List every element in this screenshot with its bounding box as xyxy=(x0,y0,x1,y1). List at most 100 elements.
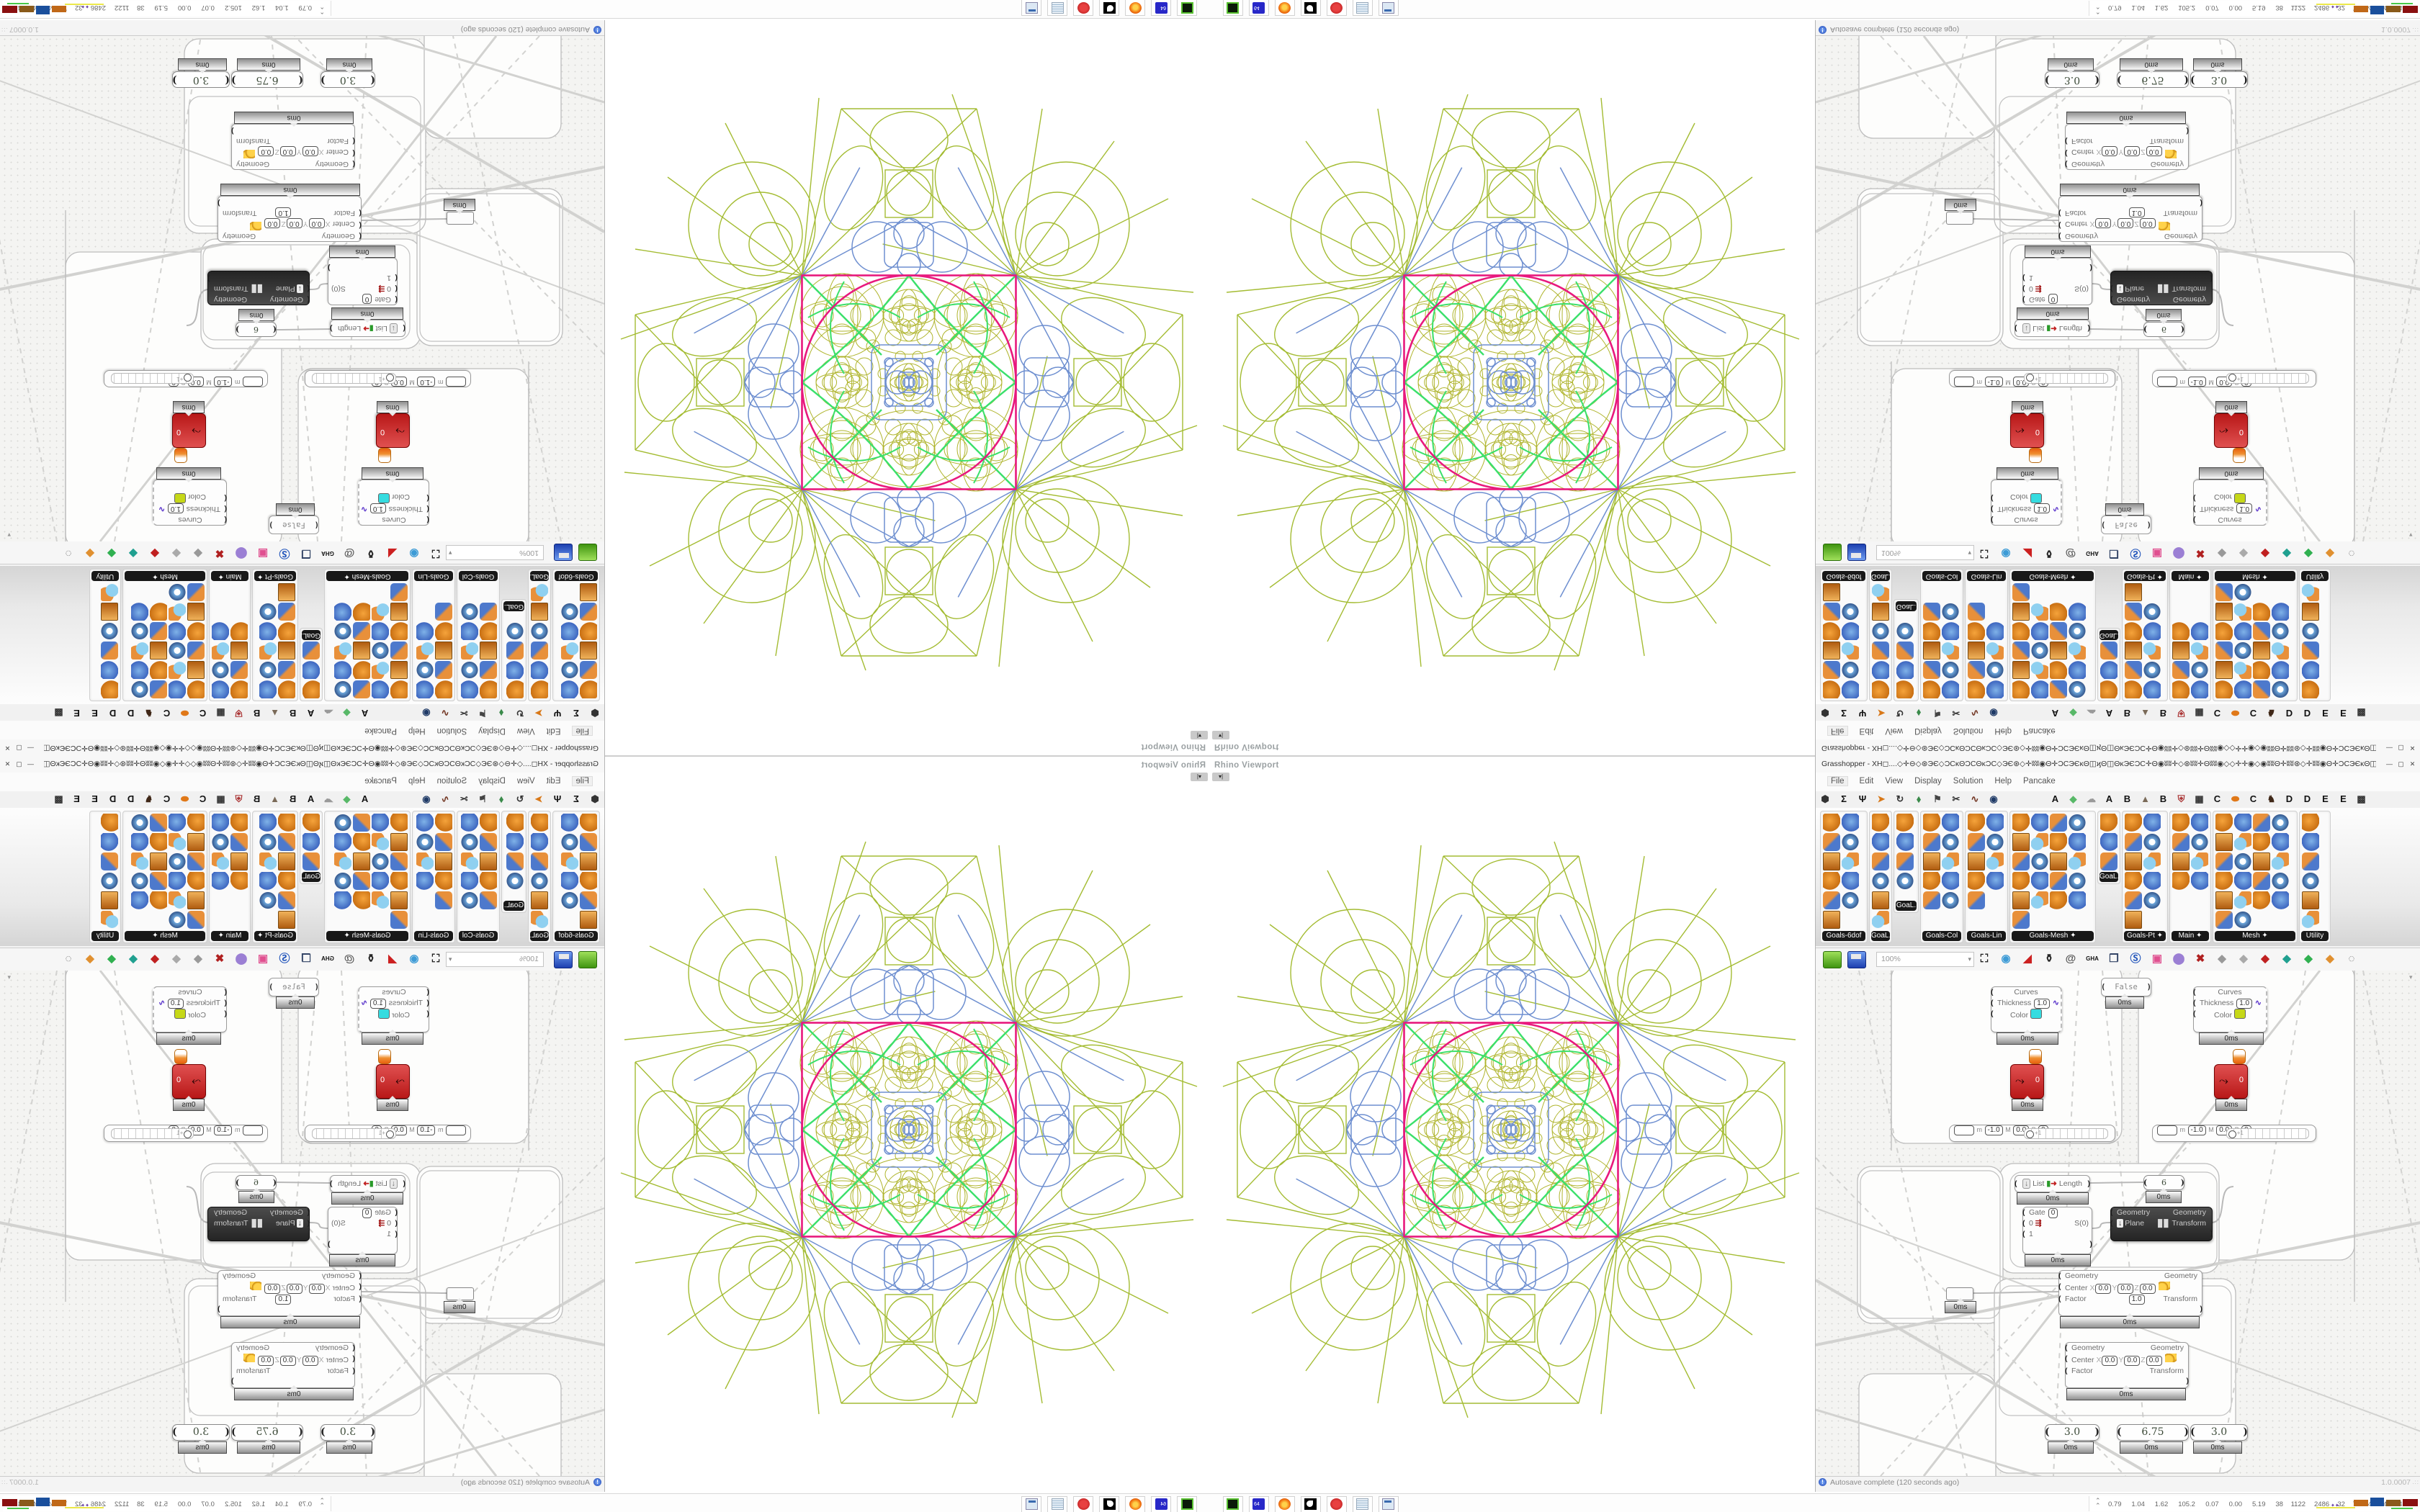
maximize-button[interactable]: ▢ xyxy=(16,760,22,768)
component-icon[interactable] xyxy=(531,891,548,909)
component-icon[interactable] xyxy=(461,661,478,679)
component-icon[interactable] xyxy=(278,872,295,890)
boolean-toggle[interactable]: False xyxy=(2101,978,2151,996)
component-icon[interactable] xyxy=(372,814,389,832)
component-icon[interactable] xyxy=(580,852,597,870)
panel-caption[interactable]: Mesh ✦ xyxy=(125,571,205,581)
component-icon[interactable] xyxy=(278,891,295,909)
component-icon[interactable] xyxy=(531,911,548,929)
plugin-tab[interactable]: C xyxy=(199,708,207,719)
resize-grip[interactable]: .:: xyxy=(1,1479,8,1485)
component-icon[interactable] xyxy=(2050,603,2067,621)
component-icon[interactable] xyxy=(2234,661,2251,679)
plugin-tab[interactable]: C xyxy=(2213,793,2221,804)
component-icon[interactable] xyxy=(2191,852,2208,870)
component-icon[interactable] xyxy=(480,852,497,870)
scale-component[interactable]: GeometryGeometryCenter X0.0Y0.0Z0.0 Fact… xyxy=(2058,196,2202,242)
panel-caption[interactable]: Utility xyxy=(2301,571,2329,581)
firefox-app-button[interactable] xyxy=(1275,0,1295,16)
panel-caption[interactable]: Goals-6dof xyxy=(555,571,598,581)
slider-settings[interactable]: m -1.0 M 0.0 P 0+1 xyxy=(1949,1125,2115,1142)
component-icon[interactable] xyxy=(2031,622,2048,640)
component-icon[interactable] xyxy=(353,891,370,909)
component-icon[interactable] xyxy=(372,852,389,870)
preview-component[interactable]: CurvesThickness 1.0 ∿Color xyxy=(358,986,429,1032)
toolbar-icon[interactable]: @ xyxy=(344,547,355,559)
component-icon[interactable] xyxy=(169,891,186,909)
component-icon[interactable] xyxy=(580,872,597,890)
component-icon[interactable] xyxy=(1842,661,1859,679)
plugin-tab[interactable]: E xyxy=(73,708,80,719)
toolbar-icon[interactable]: ❐ xyxy=(2109,953,2119,965)
menu-item-help[interactable]: Help xyxy=(408,726,426,735)
plugin-tab[interactable]: C xyxy=(163,793,171,804)
panel-caption[interactable]: Utility xyxy=(2301,931,2329,941)
component-icon[interactable] xyxy=(2302,833,2319,851)
floppy64-app-button[interactable] xyxy=(1151,1496,1171,1512)
toolbar-icon[interactable]: ◆ xyxy=(129,953,138,965)
toolbar-icon[interactable]: ◢ xyxy=(2023,547,2032,559)
component-icon[interactable] xyxy=(416,814,434,832)
plugin-tab[interactable]: ▲ xyxy=(2141,793,2150,804)
toolbar-icon[interactable]: ◆ xyxy=(2218,953,2226,965)
panel-caption[interactable]: GoaL. xyxy=(2099,872,2118,882)
component-icon[interactable] xyxy=(2069,603,2086,621)
error-component[interactable]: ⤳ 0 xyxy=(2214,1064,2248,1099)
component-icon[interactable] xyxy=(2253,661,2270,679)
component-icon[interactable] xyxy=(230,852,248,870)
red-gear-app-button[interactable] xyxy=(1073,1496,1093,1512)
component-icon[interactable] xyxy=(506,833,524,851)
component-icon[interactable] xyxy=(150,833,167,851)
preview-component[interactable]: CurvesThickness 1.0 ∿Color xyxy=(153,986,227,1032)
component-icon[interactable] xyxy=(2215,852,2233,870)
component-icon[interactable] xyxy=(2234,622,2251,640)
component-icon[interactable] xyxy=(1968,814,1985,832)
component-icon[interactable] xyxy=(131,833,148,851)
component-icon[interactable] xyxy=(2050,814,2067,832)
plugin-tab[interactable]: D xyxy=(109,708,117,719)
panel-caption[interactable]: Utility xyxy=(91,571,119,581)
component-icon[interactable] xyxy=(2172,872,2190,890)
component-icon[interactable] xyxy=(2253,814,2270,832)
component-icon[interactable] xyxy=(506,680,524,698)
plugin-tab[interactable]: ⛨ xyxy=(2177,708,2185,719)
panel-caption[interactable]: Goals-Pt ✦ xyxy=(254,931,296,941)
component-icon[interactable] xyxy=(212,872,229,890)
menu-item-file[interactable]: File xyxy=(572,776,593,786)
category-tab-icon[interactable]: ↻ xyxy=(516,708,524,719)
rhino-viewport[interactable]: Rhino Viewport ▾| xyxy=(605,19,1210,756)
slider-settings[interactable]: m -1.0 M 0.0 P 0+1 xyxy=(305,1125,471,1142)
component-icon[interactable] xyxy=(259,852,277,870)
menu-item-file[interactable]: File xyxy=(572,726,593,736)
component-icon[interactable] xyxy=(2012,872,2030,890)
panel-caption[interactable]: Goals-6dof xyxy=(1822,931,1865,941)
toolbar-icon[interactable]: ◌ xyxy=(65,953,72,965)
plugin-tab[interactable]: A xyxy=(2105,793,2113,804)
error-component[interactable]: ⤳ 0 xyxy=(2214,413,2248,448)
component-icon[interactable] xyxy=(372,833,389,851)
component-icon[interactable] xyxy=(169,872,186,890)
rhino-viewport[interactable]: Rhino Viewport ▾| xyxy=(605,756,1210,1493)
component-icon[interactable] xyxy=(2069,622,2086,640)
menu-item-solution[interactable]: Solution xyxy=(1953,726,1984,735)
component-icon[interactable] xyxy=(2302,891,2319,909)
component-icon[interactable] xyxy=(531,642,548,660)
toolbar-icon[interactable]: ◆ xyxy=(2282,953,2291,965)
toolbar-icon[interactable]: ◆ xyxy=(151,953,159,965)
zoom-dropdown[interactable]: 100% xyxy=(1876,952,1974,967)
panel-caption[interactable]: GoaL. xyxy=(503,601,524,611)
component-icon[interactable] xyxy=(1986,642,2004,660)
toolbar-icon[interactable]: ✖ xyxy=(215,547,225,559)
component-icon[interactable] xyxy=(278,583,295,601)
category-tab-icon[interactable]: ⬢ xyxy=(591,793,599,804)
panel-caption[interactable]: GoaL. xyxy=(302,872,321,882)
plugin-tab[interactable]: A xyxy=(307,793,315,804)
toolbar-icon[interactable]: ⚱ xyxy=(2044,953,2054,965)
component-icon[interactable] xyxy=(353,603,370,621)
toolbar-icon[interactable]: ◆ xyxy=(194,547,202,559)
toolbar-icon[interactable]: ◆ xyxy=(107,547,116,559)
component-icon[interactable] xyxy=(101,891,118,909)
rhino-viewport[interactable]: Rhino Viewport ▾| xyxy=(1210,19,1815,756)
scale-component[interactable]: GeometryGeometryCenter X0.0Y0.0Z0.0 Fact… xyxy=(231,124,355,170)
component-icon[interactable] xyxy=(1968,661,1985,679)
